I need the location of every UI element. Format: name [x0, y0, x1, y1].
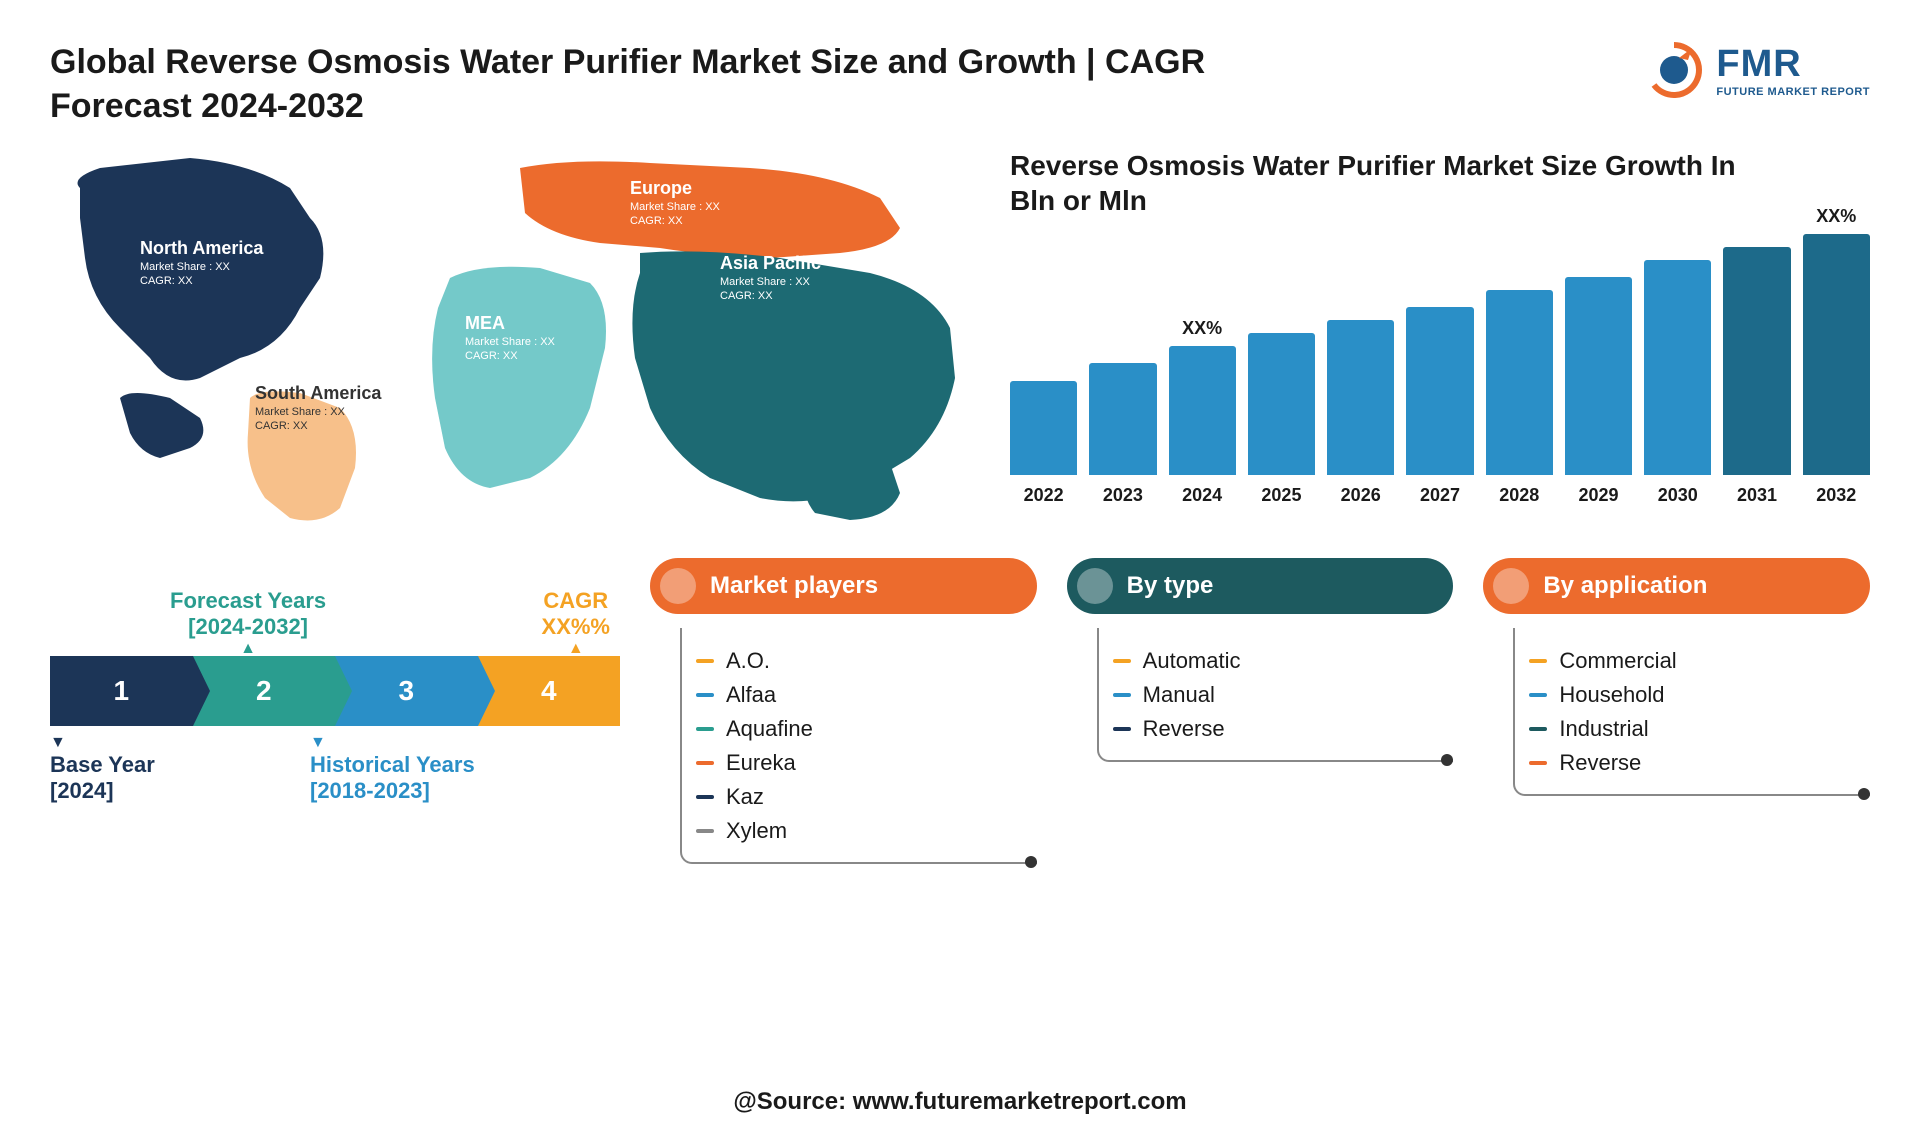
- bar-2023: 2023: [1089, 363, 1156, 506]
- source-attribution: @Source: www.futuremarketreport.com: [733, 1088, 1186, 1116]
- timeline: Forecast Years [2024-2032] ▲ CAGR XX%% ▲…: [50, 558, 620, 814]
- cat-item: Industrial: [1529, 716, 1870, 742]
- timeline-bar: 1234: [50, 656, 620, 726]
- logo: FMR FUTURE MARKET REPORT: [1644, 40, 1870, 100]
- timeline-seg-2: 2: [193, 656, 336, 726]
- bar-2025: 2025: [1248, 333, 1315, 506]
- bars-container: 2022 2023XX% 2024 2025 2026 2027 2028 20…: [1010, 226, 1870, 506]
- region-label-asia-pacific: Asia Pacific Market Share : XX CAGR: XX: [720, 253, 821, 302]
- bar-2024: XX% 2024: [1169, 346, 1236, 506]
- logo-sub-text: FUTURE MARKET REPORT: [1716, 86, 1870, 98]
- bar-2030: 2030: [1644, 260, 1711, 507]
- cat-item: Xylem: [696, 818, 1037, 844]
- cat-item: Alfaa: [696, 682, 1037, 708]
- logo-main-text: FMR: [1716, 43, 1870, 86]
- timeline-seg-1: 1: [50, 656, 193, 726]
- cat-header: Market players: [650, 558, 1037, 614]
- header: Global Reverse Osmosis Water Purifier Ma…: [50, 40, 1870, 128]
- cat-header: By type: [1067, 558, 1454, 614]
- region-label-north-america: North America Market Share : XX CAGR: XX: [140, 238, 263, 287]
- bar-2032: XX% 2032: [1803, 234, 1870, 506]
- category-market-players: Market players A.O. Alfaa Aquafine Eureka Ka…: [650, 558, 1037, 864]
- cat-item: Household: [1529, 682, 1870, 708]
- cagr-label: CAGR XX%% ▲: [542, 588, 610, 658]
- region-label-south-america: South America Market Share : XX CAGR: XX: [255, 383, 381, 432]
- bar-2027: 2027: [1406, 307, 1473, 506]
- chart-title: Reverse Osmosis Water Purifier Market Si…: [1010, 148, 1870, 218]
- cat-item: Eureka: [696, 750, 1037, 776]
- region-label-europe: Europe Market Share : XX CAGR: XX: [630, 178, 720, 227]
- cat-item: Reverse: [1529, 750, 1870, 776]
- cat-body: Commercial Household Industrial Reverse: [1513, 628, 1870, 796]
- category-by-application: By application Commercial Household Indust…: [1483, 558, 1870, 864]
- bar-2028: 2028: [1486, 290, 1553, 506]
- cat-item: Commercial: [1529, 648, 1870, 674]
- cat-item: A.O.: [696, 648, 1037, 674]
- logo-icon: [1644, 40, 1704, 100]
- timeline-seg-3: 3: [335, 656, 478, 726]
- cat-header: By application: [1483, 558, 1870, 614]
- bar-chart: Reverse Osmosis Water Purifier Market Si…: [1010, 148, 1870, 528]
- cat-item: Kaz: [696, 784, 1037, 810]
- bar-2022: 2022: [1010, 381, 1077, 507]
- bar-2029: 2029: [1565, 277, 1632, 506]
- page-title: Global Reverse Osmosis Water Purifier Ma…: [50, 40, 1350, 128]
- timeline-seg-4: 4: [478, 656, 621, 726]
- cat-item: Reverse: [1113, 716, 1454, 742]
- forecast-years-label: Forecast Years [2024-2032] ▲: [170, 588, 326, 658]
- cat-item: Aquafine: [696, 716, 1037, 742]
- category-by-type: By type Automatic Manual Reverse: [1067, 558, 1454, 864]
- bar-2026: 2026: [1327, 320, 1394, 506]
- bar-2031: 2031: [1723, 247, 1790, 506]
- cat-body: Automatic Manual Reverse: [1097, 628, 1454, 762]
- cat-item: Manual: [1113, 682, 1454, 708]
- base-year-label: ▼ Base Year [2024]: [50, 734, 155, 804]
- historical-years-label: ▼ Historical Years [2018-2023]: [310, 734, 475, 804]
- cat-body: A.O. Alfaa Aquafine Eureka Kaz Xylem: [680, 628, 1037, 864]
- cat-item: Automatic: [1113, 648, 1454, 674]
- region-label-mea: MEA Market Share : XX CAGR: XX: [465, 313, 555, 362]
- world-map: North America Market Share : XX CAGR: XX…: [50, 148, 970, 528]
- categories: Market players A.O. Alfaa Aquafine Eureka Ka…: [650, 558, 1870, 864]
